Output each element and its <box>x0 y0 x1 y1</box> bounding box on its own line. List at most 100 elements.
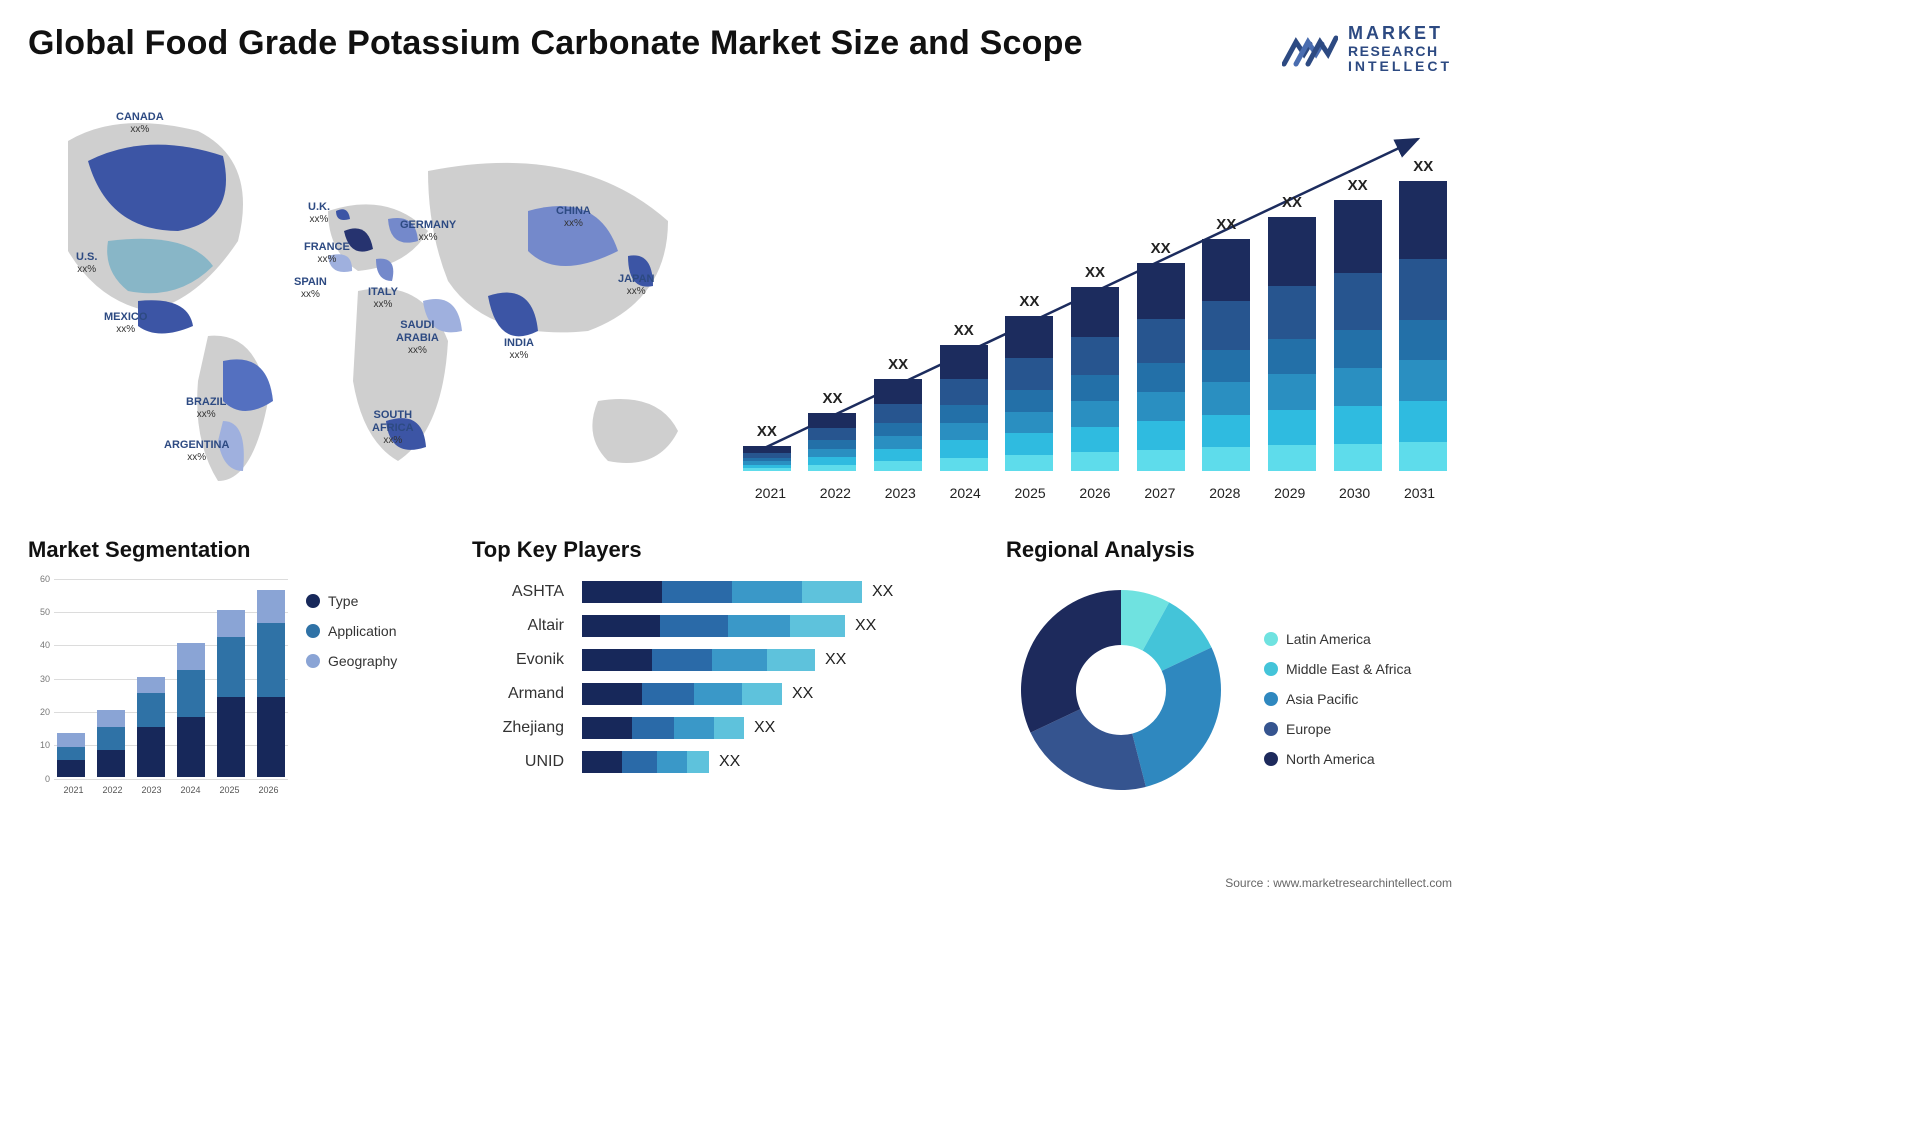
growth-chart-segment <box>874 379 922 404</box>
legend-label: Europe <box>1286 721 1331 737</box>
map-label: SOUTHAFRICAxx% <box>372 409 414 447</box>
growth-chart-column: XX <box>738 423 796 470</box>
segmentation-legend: TypeApplicationGeography <box>306 575 397 795</box>
growth-chart-segment <box>1137 363 1185 392</box>
key-player-value-label: XX <box>872 583 893 601</box>
growth-chart-column: XX <box>804 390 862 471</box>
regional-title: Regional Analysis <box>1006 537 1452 563</box>
segmentation-column <box>57 733 85 776</box>
segmentation-segment <box>217 697 245 777</box>
growth-chart-value-label: XX <box>822 390 842 407</box>
growth-chart-segment <box>940 440 988 458</box>
segmentation-x-tick: 2025 <box>216 785 244 795</box>
growth-chart-segment <box>1268 374 1316 409</box>
segmentation-x-tick: 2023 <box>138 785 166 795</box>
map-label: ITALYxx% <box>368 286 398 311</box>
key-player-segment <box>694 683 742 705</box>
growth-chart-segment <box>1071 401 1119 427</box>
key-player-bar <box>582 683 782 705</box>
legend-swatch <box>306 624 320 638</box>
growth-chart-segment <box>1399 442 1447 471</box>
segmentation-bars <box>54 583 288 777</box>
segmentation-legend-item: Application <box>306 623 397 639</box>
growth-chart-value-label: XX <box>888 356 908 373</box>
growth-chart-value-label: XX <box>1019 293 1039 310</box>
growth-chart-segment <box>1334 368 1382 406</box>
key-player-bar-wrap: XX <box>582 751 740 773</box>
growth-chart-column: XX <box>1001 293 1059 471</box>
key-player-segment <box>714 717 744 739</box>
key-player-name: ASHTA <box>472 583 564 601</box>
logo-line1: MARKET <box>1348 24 1452 44</box>
growth-chart-segment <box>1005 390 1053 412</box>
key-player-bar <box>582 751 709 773</box>
growth-chart-segment <box>1334 444 1382 471</box>
segmentation-segment <box>57 733 85 746</box>
growth-chart-column: XX <box>935 322 993 471</box>
growth-chart-value-label: XX <box>1085 264 1105 281</box>
growth-chart-segment <box>940 458 988 471</box>
segmentation-chart: 0102030405060202120222023202420252026 <box>28 575 288 795</box>
key-player-name: Armand <box>472 685 564 703</box>
growth-chart-x-tick: 2030 <box>1322 485 1387 501</box>
segmentation-segment <box>137 727 165 777</box>
growth-chart-column: XX <box>1329 177 1387 471</box>
growth-chart-x-tick: 2031 <box>1387 485 1452 501</box>
logo-line3: INTELLECT <box>1348 59 1452 74</box>
segmentation-column <box>217 610 245 777</box>
growth-chart-segment <box>1005 316 1053 358</box>
segmentation-gridline <box>54 579 288 580</box>
logo-icon <box>1282 28 1338 70</box>
map-label: CHINAxx% <box>556 205 591 230</box>
growth-chart-segment <box>940 345 988 379</box>
growth-chart-column: XX <box>1394 158 1452 471</box>
growth-chart-value-label: XX <box>1216 216 1236 233</box>
map-label: INDIAxx% <box>504 337 534 362</box>
key-player-segment <box>662 581 732 603</box>
growth-chart-segment <box>1137 319 1185 363</box>
legend-swatch <box>306 654 320 668</box>
segmentation-segment <box>137 677 165 694</box>
key-player-segment <box>790 615 845 637</box>
segmentation-y-tick: 60 <box>28 574 50 584</box>
segmentation-segment <box>97 727 125 750</box>
growth-chart-x-tick: 2021 <box>738 485 803 501</box>
growth-chart-column: XX <box>1132 240 1190 471</box>
segmentation-segment <box>97 750 125 777</box>
key-player-segment <box>728 615 790 637</box>
bottom-row: Market Segmentation 01020304050602021202… <box>28 537 1452 805</box>
legend-label: Latin America <box>1286 631 1371 647</box>
key-player-row: EvonikXX <box>472 643 972 677</box>
segmentation-x-tick: 2021 <box>60 785 88 795</box>
segmentation-column <box>257 590 285 777</box>
source-label: Source : <box>1225 876 1270 890</box>
growth-chart-segment <box>1268 445 1316 470</box>
key-player-segment <box>712 649 767 671</box>
growth-chart-x-tick: 2024 <box>933 485 998 501</box>
growth-chart-segment <box>1071 375 1119 401</box>
growth-chart-segment <box>940 405 988 423</box>
key-player-segment <box>642 683 694 705</box>
segmentation-segment <box>217 610 245 637</box>
growth-chart-segment <box>1202 447 1250 470</box>
segmentation-segment <box>257 590 285 623</box>
legend-label: North America <box>1286 751 1375 767</box>
growth-chart-segment <box>874 461 922 470</box>
brand-logo: MARKET RESEARCH INTELLECT <box>1282 24 1452 75</box>
key-player-value-label: XX <box>855 617 876 635</box>
key-player-bar-wrap: XX <box>582 717 775 739</box>
segmentation-segment <box>137 693 165 726</box>
legend-label: Type <box>328 593 358 609</box>
map-label: SPAINxx% <box>294 276 327 301</box>
growth-chart-segment <box>1137 263 1185 319</box>
segmentation-x-tick: 2026 <box>255 785 283 795</box>
growth-chart-segment <box>1399 401 1447 442</box>
key-player-segment <box>687 751 709 773</box>
key-players-panel: Top Key Players ASHTAXXAltairXXEvonikXXA… <box>472 537 972 805</box>
legend-swatch <box>1264 722 1278 736</box>
key-player-bar-wrap: XX <box>582 683 813 705</box>
map-label: JAPANxx% <box>618 273 654 298</box>
legend-label: Application <box>328 623 397 639</box>
map-label: U.S.xx% <box>76 251 97 276</box>
growth-chart-column: XX <box>869 356 927 471</box>
